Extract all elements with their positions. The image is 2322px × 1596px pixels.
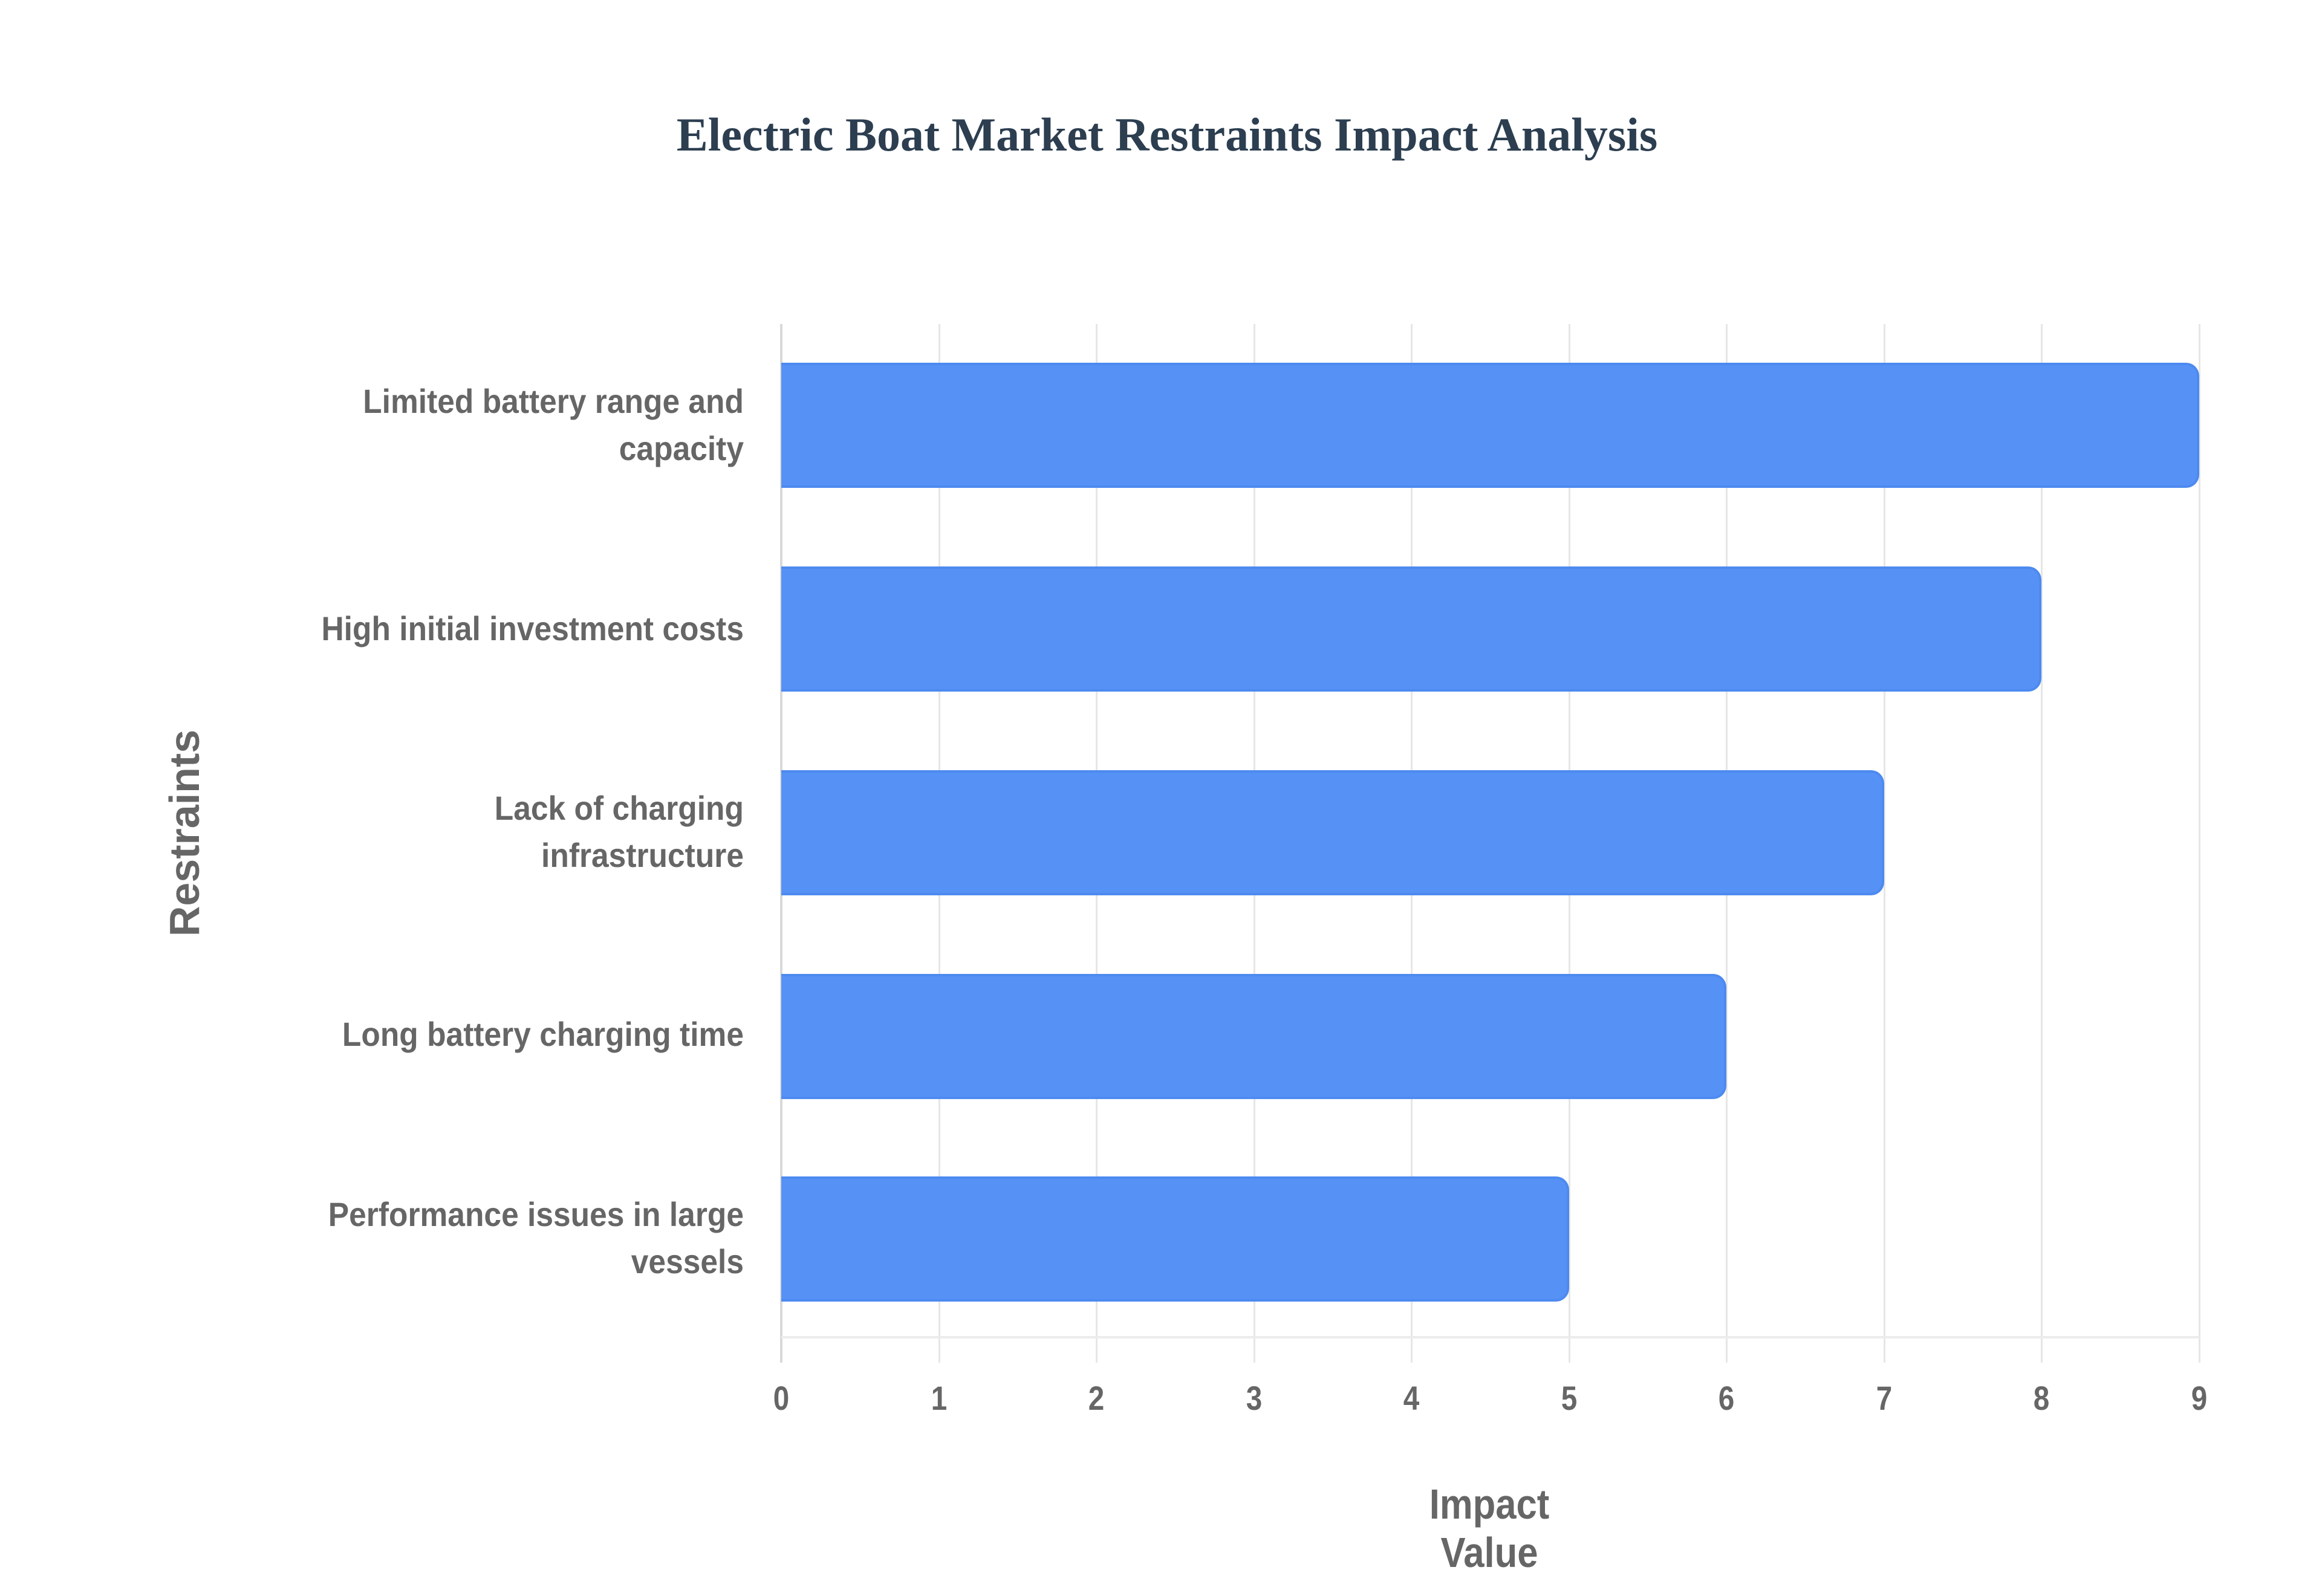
- category-label-4-line2: vessels: [631, 1242, 744, 1280]
- category-label-0-line2: capacity: [619, 429, 744, 467]
- gridline: [2199, 324, 2200, 1363]
- bar[interactable]: [781, 363, 2199, 488]
- x-tick-label: 0: [773, 1379, 790, 1417]
- x-tick-label: 6: [1719, 1379, 1735, 1417]
- category-label-2: Lack of charging infrastructure: [243, 785, 744, 879]
- bar[interactable]: [781, 1176, 1569, 1302]
- category-label-2-line1: Lack of charging: [494, 789, 744, 827]
- chart-title: Electric Boat Market Restraints Impact A…: [676, 108, 1658, 161]
- category-label-2-line2: infrastructure: [541, 836, 744, 874]
- x-tick-label: 7: [1876, 1379, 1893, 1417]
- category-label-0: Limited battery range and capacity: [243, 378, 744, 472]
- x-tick-label: 3: [1246, 1379, 1262, 1417]
- bar[interactable]: [781, 770, 1884, 895]
- gridline: [1883, 324, 1885, 1363]
- bar[interactable]: [781, 974, 1727, 1099]
- category-label-4: Performance issues in large vessels: [243, 1191, 744, 1285]
- category-label-0-line1: Limited battery range and: [363, 382, 744, 420]
- category-label-3-line1: Long battery charging time: [342, 1015, 744, 1053]
- x-axis-line: [781, 1336, 2199, 1338]
- x-tick-label: 1: [931, 1379, 947, 1417]
- x-tick-label: 9: [2191, 1379, 2208, 1417]
- plot-area: [780, 324, 2200, 1363]
- x-tick-label: 5: [1561, 1379, 1578, 1417]
- category-label-1-line1: High initial investment costs: [321, 609, 744, 647]
- bar[interactable]: [781, 566, 2042, 692]
- category-label-1: High initial investment costs: [243, 605, 744, 652]
- x-tick-label: 2: [1088, 1379, 1105, 1417]
- category-label-3: Long battery charging time: [243, 1011, 744, 1058]
- y-axis-title: Restraints: [161, 729, 208, 937]
- x-axis-title: Impact Value: [1429, 1481, 1550, 1576]
- category-label-4-line1: Performance issues in large: [328, 1195, 744, 1233]
- x-tick-label: 8: [2034, 1379, 2050, 1417]
- gridline: [2041, 324, 2043, 1363]
- x-tick-label: 4: [1403, 1379, 1420, 1417]
